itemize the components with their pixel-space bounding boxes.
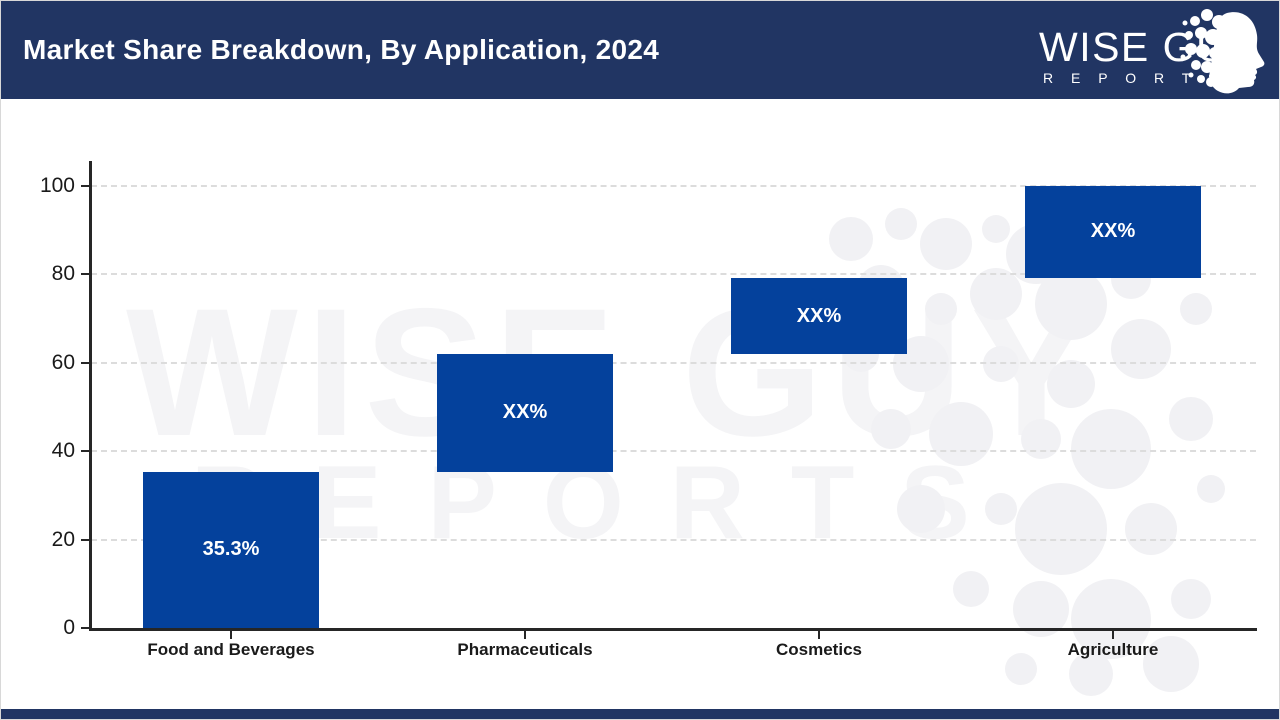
x-tick bbox=[818, 631, 820, 639]
footer-bar bbox=[1, 709, 1279, 719]
bar-value-label: XX% bbox=[1090, 220, 1136, 243]
dot-face-icon bbox=[1180, 9, 1265, 94]
gridline bbox=[91, 273, 1256, 275]
bar-value-label: 35.3% bbox=[202, 538, 260, 561]
x-tick bbox=[1112, 631, 1114, 639]
gridline bbox=[91, 538, 1256, 541]
y-tick bbox=[81, 538, 89, 541]
bar-segment: XX% bbox=[731, 277, 907, 355]
x-axis-line bbox=[89, 628, 1257, 631]
y-tick-label: 0 bbox=[63, 616, 75, 639]
bar-segment: XX% bbox=[437, 354, 613, 472]
gridline bbox=[91, 361, 1256, 364]
y-tick-label: 40 bbox=[51, 439, 75, 462]
y-axis-line bbox=[89, 161, 92, 631]
bar-value-label: XX% bbox=[502, 401, 548, 424]
y-tick-label: 100 bbox=[39, 173, 75, 197]
x-tick-label: Cosmetics bbox=[776, 640, 862, 659]
gridline bbox=[91, 450, 1256, 452]
bar-value-label: XX% bbox=[796, 304, 842, 327]
y-tick bbox=[81, 450, 89, 452]
y-tick-label: 80 bbox=[51, 262, 75, 285]
header: Market Share Breakdown, By Application, … bbox=[1, 1, 1279, 99]
bar-segment: 35.3% bbox=[143, 471, 319, 628]
wise-guy-logo-graphic: WISE GUY R E P O R T S bbox=[1039, 9, 1265, 94]
x-tick-label: Pharmaceuticals bbox=[457, 640, 593, 659]
y-tick bbox=[81, 361, 89, 364]
x-tick-label: Food and Beverages bbox=[147, 640, 315, 659]
wise-guy-logo: WISE GUY R E P O R T S bbox=[999, 5, 1267, 95]
y-tick bbox=[81, 184, 89, 187]
logo-reports-text: R E P O R T S bbox=[1043, 70, 1224, 86]
bar-segment: XX% bbox=[1025, 185, 1201, 278]
x-tick bbox=[230, 631, 232, 639]
y-tick bbox=[81, 273, 89, 275]
chart-area: WISE GUY REPORTS 0 20 40 60 80 100 Food and Be… bbox=[1, 99, 1279, 711]
y-tick bbox=[81, 627, 89, 629]
page-title: Market Share Breakdown, By Application, … bbox=[23, 34, 660, 65]
plot: 0 20 40 60 80 100 Food and Beverages Pharmaceut… bbox=[1, 99, 1279, 711]
watermark-dot-face bbox=[817, 208, 1225, 696]
x-tick bbox=[524, 631, 526, 639]
x-tick-label: Agriculture bbox=[1067, 640, 1159, 659]
y-tick-label: 60 bbox=[51, 350, 75, 374]
gridline bbox=[91, 184, 1256, 187]
y-tick-label: 20 bbox=[51, 527, 75, 551]
